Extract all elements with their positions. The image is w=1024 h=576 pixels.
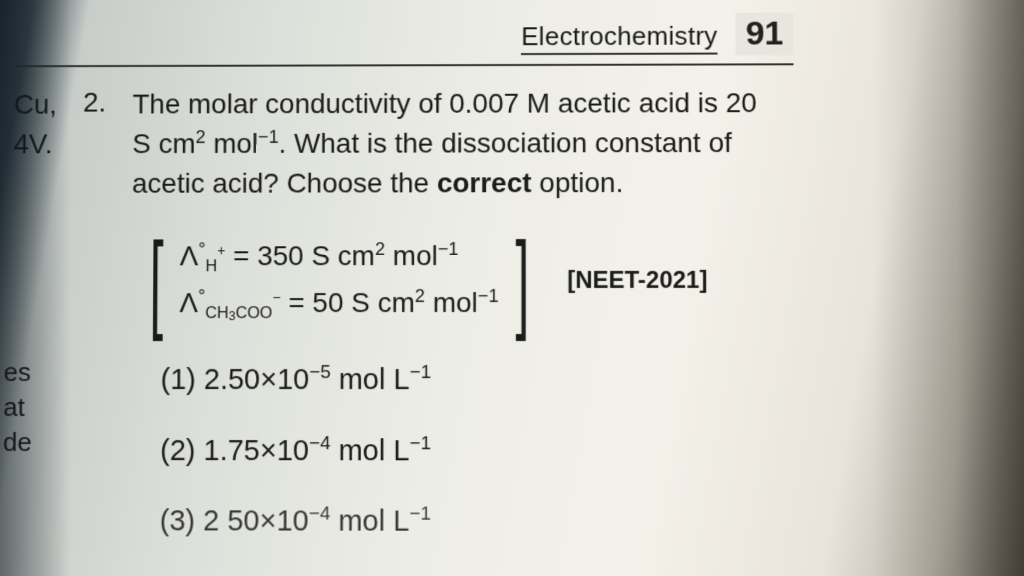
e2-1: 2 — [375, 239, 385, 259]
option-3-cutoff: (3) 2 50×10−4 mol L−1 — [160, 502, 968, 540]
chapter-title: Electrochemistry — [521, 21, 718, 55]
o3-a: 2 50×10 — [203, 505, 309, 537]
sub-ch: CH — [205, 304, 228, 322]
deg2: ° — [198, 286, 205, 306]
option-1: (1) 2.50×10−5 mol L−1 — [160, 361, 966, 398]
e2-2: 2 — [415, 285, 425, 305]
lambda2: Λ — [179, 287, 198, 318]
o2-e2: −1 — [409, 432, 431, 453]
header-rule — [14, 63, 793, 67]
o3-b: mol L — [330, 505, 409, 537]
o1-e2: −1 — [410, 361, 432, 382]
margin-text-1: Cu, — [14, 87, 83, 123]
lambda1: Λ — [180, 241, 199, 272]
given-inner: Λ°H+ = 350 S cm2 mol−1 Λ°CH3COO− = 50 S … — [171, 234, 506, 327]
q-line2b: mol — [205, 128, 258, 159]
side-3: de — [3, 425, 32, 460]
o1-b: mol L — [331, 364, 410, 396]
mol2: mol — [425, 287, 478, 318]
o1-num: (1) — [160, 364, 203, 396]
margin-left-fragment: Cu, 4V. — [13, 85, 83, 163]
e3-2: −1 — [478, 285, 499, 305]
left-bracket-icon: [ — [149, 241, 163, 321]
options-list: (1) 2.50×10−5 mol L−1 (2) 1.75×10−4 mol … — [160, 361, 968, 540]
question-text: The molar conductivity of 0.007 M acetic… — [132, 83, 855, 203]
given-row-2: Λ°CH3COO− = 50 S cm2 mol−1 — [179, 281, 498, 328]
q-line2c: . What is the dissociation constant of — [279, 127, 732, 159]
given-data-block: [ Λ°H+ = 350 S cm2 mol−1 Λ°CH3COO− = 50 … — [141, 234, 966, 327]
q-line2a: S cm — [132, 128, 195, 159]
o2-num: (2) — [160, 434, 204, 466]
e3-1: −1 — [438, 239, 459, 259]
left-edge-fragment: es at de — [3, 355, 33, 460]
q-line1: The molar conductivity of 0.007 M acetic… — [132, 87, 756, 119]
mol1: mol — [385, 240, 438, 271]
eq2: = 50 S cm — [281, 287, 415, 318]
margin-text-2: 4V. — [13, 127, 83, 163]
option-2: (2) 1.75×10−4 mol L−1 — [160, 432, 967, 469]
side-2: at — [3, 390, 32, 425]
question-number: 2. — [83, 85, 133, 119]
o2-b: mol L — [330, 434, 409, 466]
eq1: = 350 S cm — [225, 240, 375, 271]
o2-e: −4 — [309, 432, 331, 453]
side-1: es — [3, 355, 32, 390]
q-line3a: acetic acid? Choose the — [132, 167, 437, 198]
given-row-1: Λ°H+ = 350 S cm2 mol−1 — [180, 234, 499, 281]
q-exp2: −1 — [258, 126, 279, 146]
q-exp1: 2 — [195, 127, 205, 147]
question-row: Cu, 4V. 2. The molar conductivity of 0.0… — [13, 83, 854, 203]
o2-a: 1.75×10 — [203, 434, 309, 466]
o1-e: −5 — [309, 361, 331, 382]
deg1: ° — [198, 239, 205, 259]
page-header: Electrochemistry 91 — [14, 12, 964, 57]
q-correct: correct — [437, 167, 532, 198]
o3-num: (3) — [160, 505, 204, 537]
right-bracket-icon: ] — [515, 241, 529, 321]
q-line3b: option. — [532, 167, 624, 198]
textbook-page: Electrochemistry 91 Cu, 4V. 2. The molar… — [0, 0, 1024, 576]
o3-e2: −1 — [409, 503, 431, 524]
sub-coo: COO — [236, 304, 273, 322]
o3-e: −4 — [309, 502, 331, 523]
page-number: 91 — [735, 13, 793, 56]
o1-a: 2.50×10 — [204, 364, 309, 396]
sub-h: H — [205, 258, 217, 276]
neet-tag: [NEET-2021] — [567, 267, 707, 295]
